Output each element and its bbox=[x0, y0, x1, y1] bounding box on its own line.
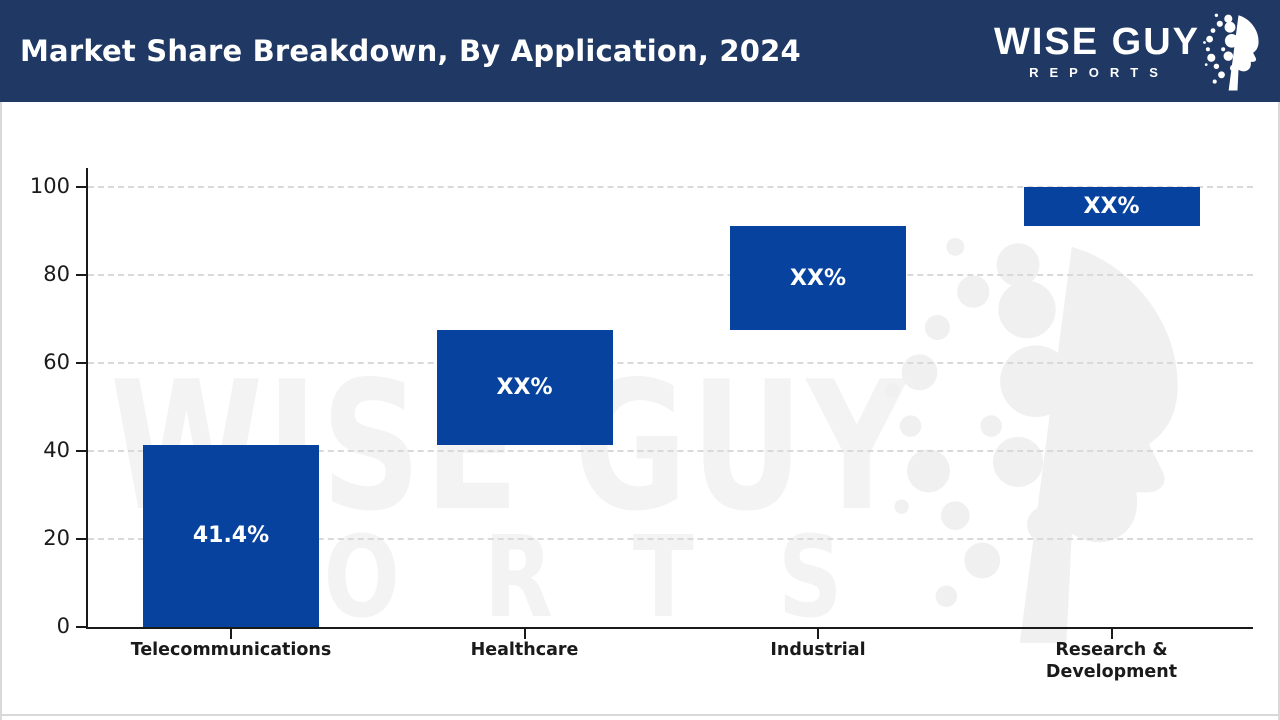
y-tick-label-80: 80 bbox=[43, 262, 70, 286]
bar-industrial: XX% bbox=[730, 226, 906, 330]
x-tick-mark bbox=[523, 629, 526, 639]
bar-telecommunications: 41.4% bbox=[143, 444, 319, 627]
logo-head-icon bbox=[1203, 13, 1259, 91]
bar-value-label: 41.4% bbox=[192, 523, 270, 549]
logo-wordmark: WISE GUY bbox=[993, 21, 1200, 63]
y-tick-label-0: 0 bbox=[56, 614, 70, 638]
logo: WISE GUY REPORTS bbox=[994, 10, 1264, 92]
bar-healthcare: XX% bbox=[436, 330, 613, 445]
gridline-y100 bbox=[88, 186, 1253, 188]
y-tick-label-20: 20 bbox=[43, 526, 70, 550]
x-tick-label-healthcare: Healthcare bbox=[470, 640, 579, 660]
bar-value-label: XX% bbox=[496, 374, 553, 400]
logo-text: WISE GUY REPORTS bbox=[994, 23, 1200, 79]
gridline-y80 bbox=[88, 274, 1253, 276]
x-tick-label-industrial: Industrial bbox=[770, 640, 866, 660]
y-tick-label-60: 60 bbox=[43, 350, 70, 374]
x-tick-label-telecommunications: Telecommunications bbox=[130, 640, 332, 660]
x-tick-label-research-development: Research & Development bbox=[1045, 640, 1178, 682]
bar-value-label: XX% bbox=[1083, 194, 1140, 220]
bar-research-development: XX% bbox=[1023, 187, 1200, 227]
gridline-y20 bbox=[88, 538, 1253, 540]
y-tick-mark bbox=[76, 538, 86, 540]
header-bar: Market Share Breakdown, By Application, … bbox=[0, 0, 1280, 102]
page-title: Market Share Breakdown, By Application, … bbox=[20, 34, 801, 68]
x-tick-mark bbox=[230, 629, 232, 639]
y-tick-label-40: 40 bbox=[43, 438, 70, 462]
logo-subtitle: REPORTS bbox=[1029, 65, 1169, 80]
y-tick-mark bbox=[76, 274, 86, 276]
y-tick-mark bbox=[76, 362, 86, 364]
x-tick-mark bbox=[1110, 629, 1113, 639]
x-tick-mark bbox=[817, 629, 819, 639]
y-tick-mark bbox=[76, 186, 86, 188]
x-axis-spine bbox=[86, 627, 1253, 629]
gridline-y60 bbox=[88, 362, 1253, 364]
bar-value-label: XX% bbox=[790, 265, 846, 291]
y-tick-label-100: 100 bbox=[29, 174, 70, 198]
y-tick-mark bbox=[76, 626, 86, 628]
bottom-border-rule bbox=[0, 714, 1280, 716]
y-tick-mark bbox=[76, 450, 86, 452]
y-axis-spine bbox=[86, 168, 88, 629]
gridline-y40 bbox=[88, 450, 1253, 452]
